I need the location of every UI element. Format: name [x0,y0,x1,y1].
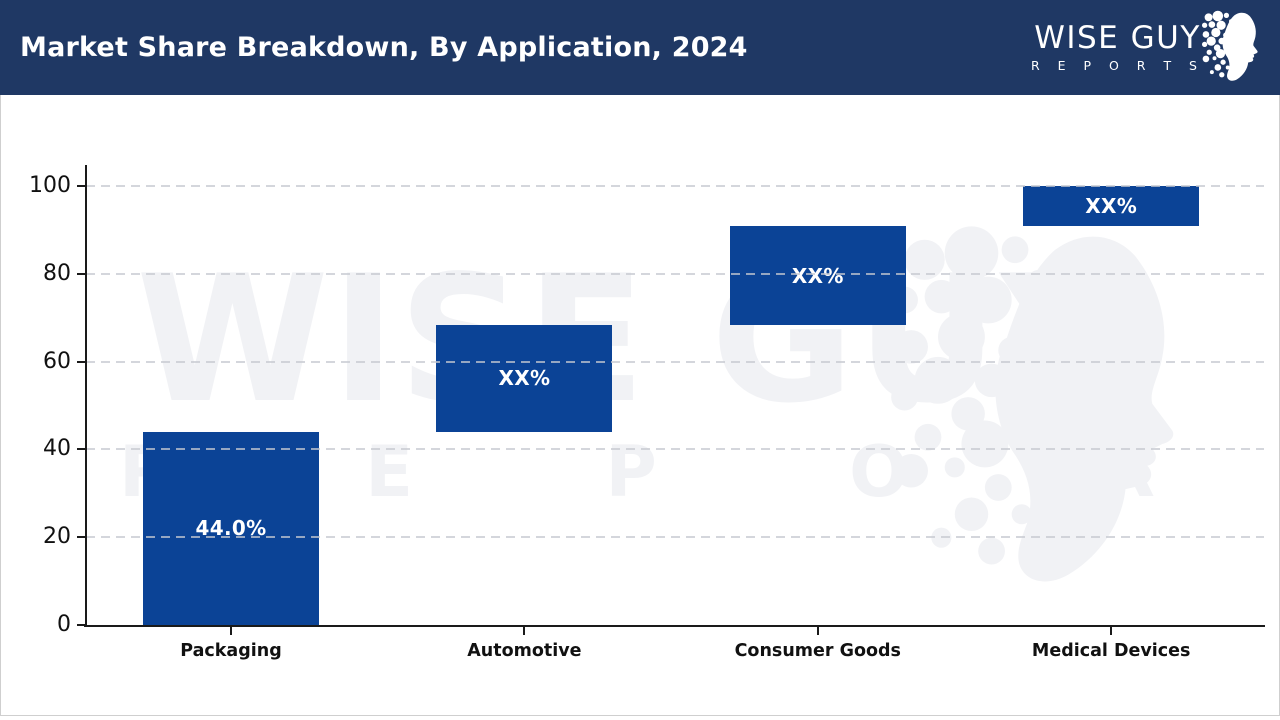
wiseguy-logo: WISE GUY R E P O R T S [1031,10,1266,86]
gridline-100 [86,185,1264,187]
x-tick-label-packaging: Packaging [180,641,282,661]
chart-title: Market Share Breakdown, By Application, … [20,32,748,63]
y-tick-label-60: 60 [43,348,71,374]
bar-value-label: XX% [498,366,551,391]
x-tick-mark-packaging [230,627,232,635]
bar-automotive: XX% [436,325,613,432]
gridline-60 [86,360,1264,363]
bar-packaging: 44.0% [143,431,319,625]
y-tick-label-40: 40 [43,436,71,462]
bar-consumer-goods: XX% [729,225,906,326]
x-tick-mark-medical-devices [1110,627,1113,635]
chart-plot-area: WISE GUY R E P O R T S 02040608010044.0%… [0,95,1280,716]
y-tick-label-80: 80 [43,260,71,286]
header: Market Share Breakdown, By Application, … [0,0,1280,95]
y-tick-label-100: 100 [29,173,71,198]
bar-value-label: XX% [791,263,844,288]
logo-wordmark: WISE GUY [1034,20,1201,57]
logo-text: WISE GUY R E P O R T S [1031,22,1204,73]
x-tick-mark-consumer-goods [816,627,819,635]
bar-value-label: XX% [1085,193,1138,218]
y-tick-mark-60 [77,360,85,363]
x-tick-mark-automotive [523,627,526,635]
watermark-face-dots-icon [881,223,1216,608]
gridline-40 [86,448,1264,451]
x-tick-label-automotive: Automotive [467,641,582,661]
face-dots-icon [1201,10,1258,81]
y-tick-mark-40 [77,448,85,451]
y-tick-mark-20 [77,536,85,539]
y-tick-mark-0 [77,624,85,626]
y-tick-label-20: 20 [43,524,71,550]
x-axis [84,625,1265,627]
y-tick-label-0: 0 [57,612,71,637]
y-tick-mark-100 [77,185,85,187]
gridline-20 [86,536,1264,539]
bar-medical-devices: XX% [1023,186,1200,226]
y-tick-mark-80 [77,272,85,275]
x-tick-label-consumer-goods: Consumer Goods [734,641,901,661]
x-tick-label-medical-devices: Medical Devices [1031,641,1191,661]
y-axis [85,165,87,627]
gridline-80 [86,272,1264,275]
logo-subtitle: R E P O R T S [1030,57,1204,73]
